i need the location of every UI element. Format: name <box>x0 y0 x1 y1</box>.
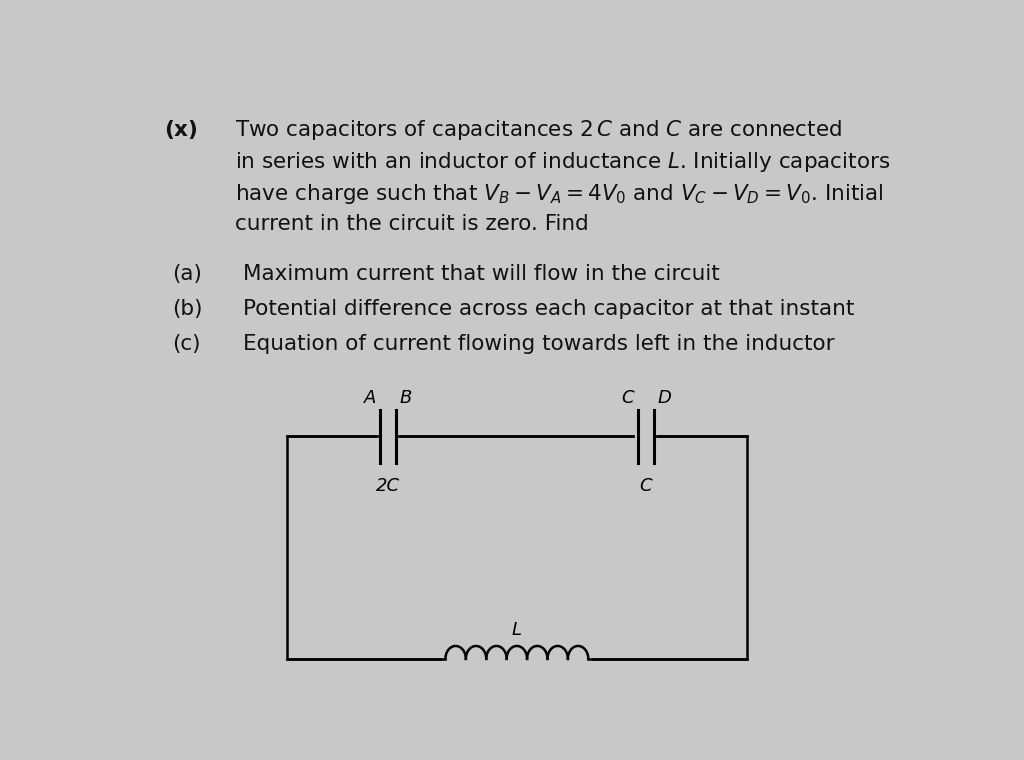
Text: 2C: 2C <box>376 477 400 496</box>
Text: current in the circuit is zero. Find: current in the circuit is zero. Find <box>236 214 589 234</box>
Text: C: C <box>622 389 634 407</box>
Text: Two capacitors of capacitances $2\,C$ and $C$ are connected: Two capacitors of capacitances $2\,C$ an… <box>236 118 842 141</box>
Text: Maximum current that will flow in the circuit: Maximum current that will flow in the ci… <box>243 264 720 283</box>
Text: A: A <box>364 389 376 407</box>
Text: in series with an inductor of inductance $L$. Initially capacitors: in series with an inductor of inductance… <box>236 150 890 174</box>
Text: (c): (c) <box>172 334 200 354</box>
Text: D: D <box>657 389 672 407</box>
Text: have charge such that $V_B - V_A = 4V_0$ and $V_C - V_D = V_0$. Initial: have charge such that $V_B - V_A = 4V_0$… <box>236 182 884 206</box>
Text: L: L <box>512 621 522 639</box>
Text: B: B <box>400 389 413 407</box>
Text: Potential difference across each capacitor at that instant: Potential difference across each capacit… <box>243 299 854 319</box>
Text: Equation of current flowing towards left in the inductor: Equation of current flowing towards left… <box>243 334 835 354</box>
Text: (b): (b) <box>172 299 202 319</box>
Text: $\mathbf{(x)}$: $\mathbf{(x)}$ <box>164 118 198 141</box>
Text: C: C <box>639 477 652 496</box>
Text: (a): (a) <box>172 264 202 283</box>
